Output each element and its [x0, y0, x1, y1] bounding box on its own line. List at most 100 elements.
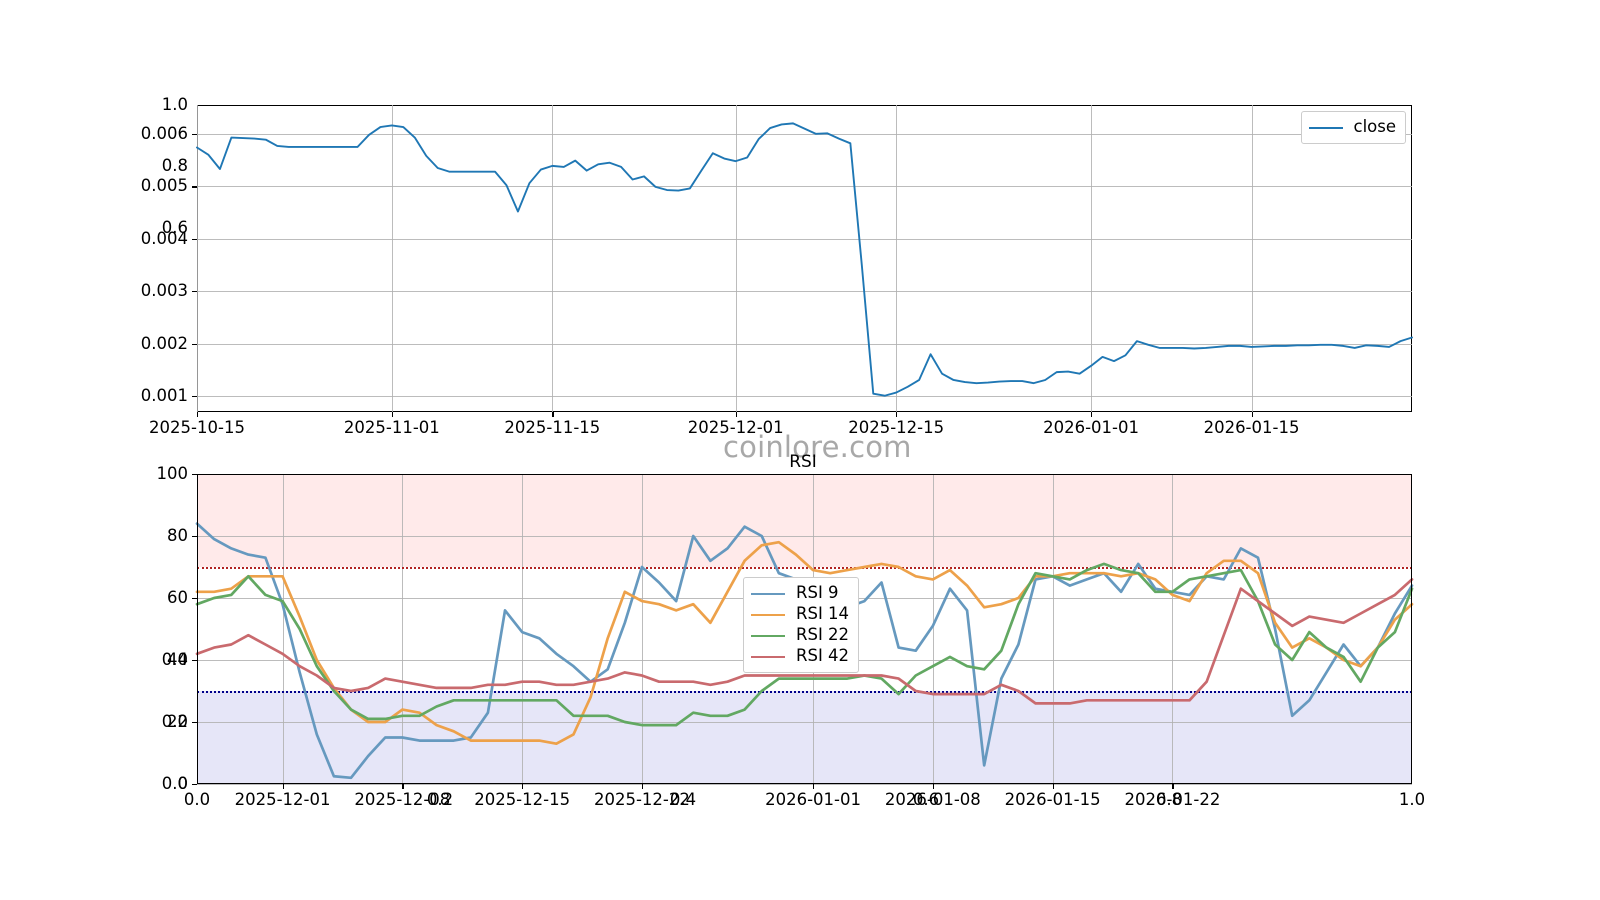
x-tick-mark: [282, 784, 284, 789]
legend-swatch-rsi14: [751, 613, 785, 616]
legend-label-rsi14: RSI 14: [796, 604, 850, 624]
y-tick-label: 60: [167, 587, 188, 607]
x-tick-mark: [896, 412, 898, 417]
legend-item-rsi14[interactable]: RSI 14: [751, 604, 849, 625]
x-tick-mark: [813, 784, 815, 789]
gridline-horizontal: [197, 784, 1412, 785]
x-tick-label: 2025-11-15: [504, 418, 601, 437]
x-tick-label-overlay: 0.6: [912, 790, 940, 809]
gridline-vertical: [391, 105, 393, 412]
legend-swatch-rsi9: [751, 592, 785, 595]
y-tick-label: 80: [167, 525, 188, 545]
legend-swatch-close: [1308, 126, 1343, 129]
gridline-vertical: [1251, 105, 1253, 412]
x-tick-label: 2026-01-15: [1203, 418, 1300, 437]
series-polyline: [195, 578, 1414, 705]
x-tick-mark: [1172, 784, 1174, 789]
y-tick-mark: [192, 660, 197, 662]
x-tick-mark: [1052, 784, 1054, 789]
x-tick-label: 2025-12-15: [848, 418, 945, 437]
y-tick-mark: [192, 598, 197, 600]
x-tick-label: 2025-11-01: [343, 418, 440, 437]
y-tick-label: 0: [177, 773, 189, 793]
watermark: coinlore.com: [723, 430, 912, 464]
y-tick-label: 0.001: [140, 386, 188, 405]
legend-item-rsi42[interactable]: RSI 42: [751, 646, 849, 667]
gridline-horizontal: [197, 291, 1412, 293]
price-legend[interactable]: close: [1300, 111, 1406, 144]
x-tick-mark: [391, 412, 394, 417]
y-tick-label-overlay: 0.6: [161, 217, 188, 237]
gridline-vertical: [522, 474, 524, 784]
overbought-threshold-line: [197, 567, 1412, 569]
y-tick-label: 40: [167, 649, 188, 669]
x-tick-label-overlay: 0.4: [669, 790, 697, 809]
y-tick-label-overlay: 0.8: [161, 156, 188, 176]
legend-label-rsi9: RSI 9: [796, 583, 839, 603]
gridline-vertical: [735, 105, 737, 412]
price-line-series: [196, 122, 1413, 397]
legend-label-rsi22: RSI 22: [796, 625, 850, 645]
gridline-horizontal: [197, 133, 1412, 135]
price-chart-axes: 0.006 0.005 0.004 0.003 0.002 0.001 1.0 0.8 0.6…: [141, 96, 1413, 436]
series-polyline: [196, 122, 1413, 397]
rsi-legend[interactable]: RSI 9 RSI 14 RSI 22 RSI 42: [743, 577, 860, 673]
x-tick-mark: [1251, 412, 1253, 417]
x-tick-mark: [1091, 412, 1093, 417]
gridline-vertical: [1172, 474, 1174, 784]
gridline-vertical: [641, 474, 643, 784]
legend-item-rsi22[interactable]: RSI 22: [751, 625, 849, 646]
y-tick-mark: [192, 474, 197, 476]
gridline-vertical: [896, 105, 898, 412]
y-tick-label: 0.003: [140, 281, 188, 301]
y-tick-label: 0.005: [140, 176, 188, 196]
gridline-vertical: [552, 105, 554, 412]
x-tick-label-overlay: 0.0: [183, 790, 211, 809]
y-tick-label: 0.004: [140, 228, 188, 248]
x-tick-label: 2025-12-15: [474, 790, 571, 809]
y-tick-mark: [192, 722, 197, 724]
gridline-horizontal: [197, 396, 1412, 398]
overbought-band: [197, 474, 1412, 567]
legend-item-rsi9[interactable]: RSI 9: [751, 583, 849, 604]
x-tick-label: 2026-01-22: [1124, 790, 1221, 809]
x-tick-mark: [641, 784, 644, 789]
series-polyline: [195, 540, 1414, 746]
y-tick-label: 20: [167, 711, 188, 731]
x-tick-label-overlay: 1.0: [1398, 790, 1426, 809]
x-tick-mark: [197, 412, 199, 417]
gridline-horizontal: [197, 536, 1412, 537]
gridline-vertical: [1052, 474, 1054, 784]
x-tick-label: 2026-01-01: [765, 790, 861, 809]
gridline-horizontal: [197, 343, 1412, 345]
x-tick-label: 2025-10-15: [149, 418, 245, 437]
gridline-vertical: [1091, 105, 1093, 412]
y-tick-label: 0.002: [140, 333, 188, 353]
y-tick-mark: [192, 291, 197, 293]
y-tick-mark: [192, 784, 197, 786]
x-tick-label-overlay: 0.8: [1155, 790, 1183, 809]
x-tick-mark: [552, 412, 554, 417]
y-tick-mark: [192, 536, 197, 538]
x-tick-mark: [932, 784, 935, 789]
y-tick-mark: [192, 133, 197, 136]
x-tick-label: 2026-01-15: [1004, 790, 1101, 809]
x-tick-mark: [402, 784, 404, 789]
legend-swatch-rsi22: [751, 634, 785, 637]
x-tick-label: 2025-12-01: [234, 790, 331, 809]
legend-label-rsi42: RSI 42: [796, 646, 850, 666]
legend-label-close: close: [1353, 117, 1397, 137]
gridline-vertical: [197, 105, 198, 412]
x-tick-label: 2025-12-08: [354, 790, 451, 809]
gridline-horizontal: [197, 186, 1412, 188]
rsi-chart-axes: 100 80 60 40 20 0 0.4 0.2 0.0 2025-12-01 2025-12…: [157, 465, 1426, 807]
legend-item-close[interactable]: close: [1308, 117, 1397, 138]
x-tick-label: 2025-12-01: [687, 418, 784, 437]
gridline-horizontal: [197, 722, 1412, 723]
y-tick-mark: [192, 238, 197, 240]
oversold-threshold-line: [197, 691, 1412, 693]
gridline-vertical: [402, 474, 404, 784]
y-tick-label-overlay: 1.0: [161, 94, 188, 114]
x-tick-label-overlay: 0.2: [426, 790, 454, 809]
